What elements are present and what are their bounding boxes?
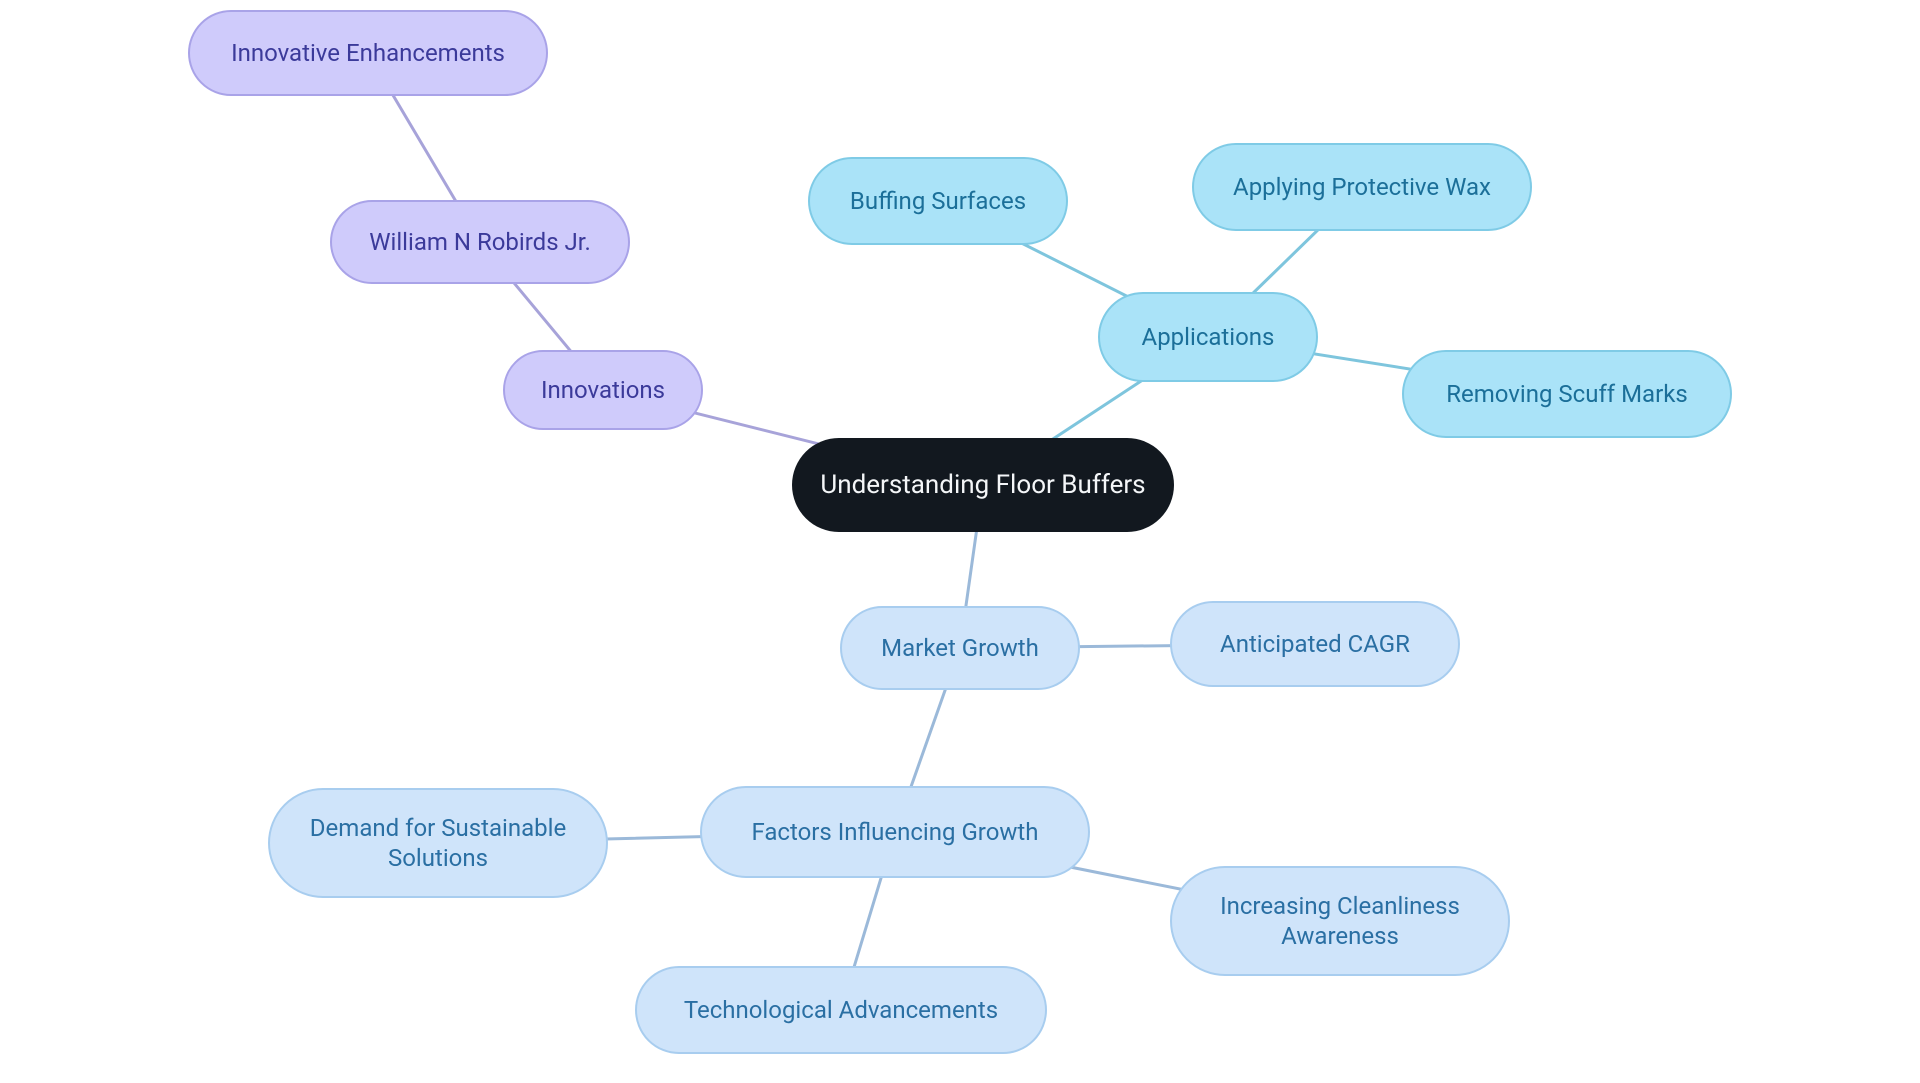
node-anticipated-cagr: Anticipated CAGR [1170,601,1460,687]
node-sustainable: Demand for Sustainable Solutions [268,788,608,898]
node-market-growth: Market Growth [840,606,1080,690]
node-cleanliness: Increasing Cleanliness Awareness [1170,866,1510,976]
node-buffing-surfaces: Buffing Surfaces [808,157,1068,245]
node-innovations: Innovations [503,350,703,430]
node-technological: Technological Advancements [635,966,1047,1054]
node-removing-scuff: Removing Scuff Marks [1402,350,1732,438]
node-root: Understanding Floor Buffers [792,438,1174,532]
node-applications: Applications [1098,292,1318,382]
node-robirds: William N Robirds Jr. [330,200,630,284]
node-innovative-enhancements: Innovative Enhancements [188,10,548,96]
mindmap-canvas: Understanding Floor Buffers Innovations … [0,0,1920,1083]
node-factors: Factors Influencing Growth [700,786,1090,878]
node-applying-wax: Applying Protective Wax [1192,143,1532,231]
